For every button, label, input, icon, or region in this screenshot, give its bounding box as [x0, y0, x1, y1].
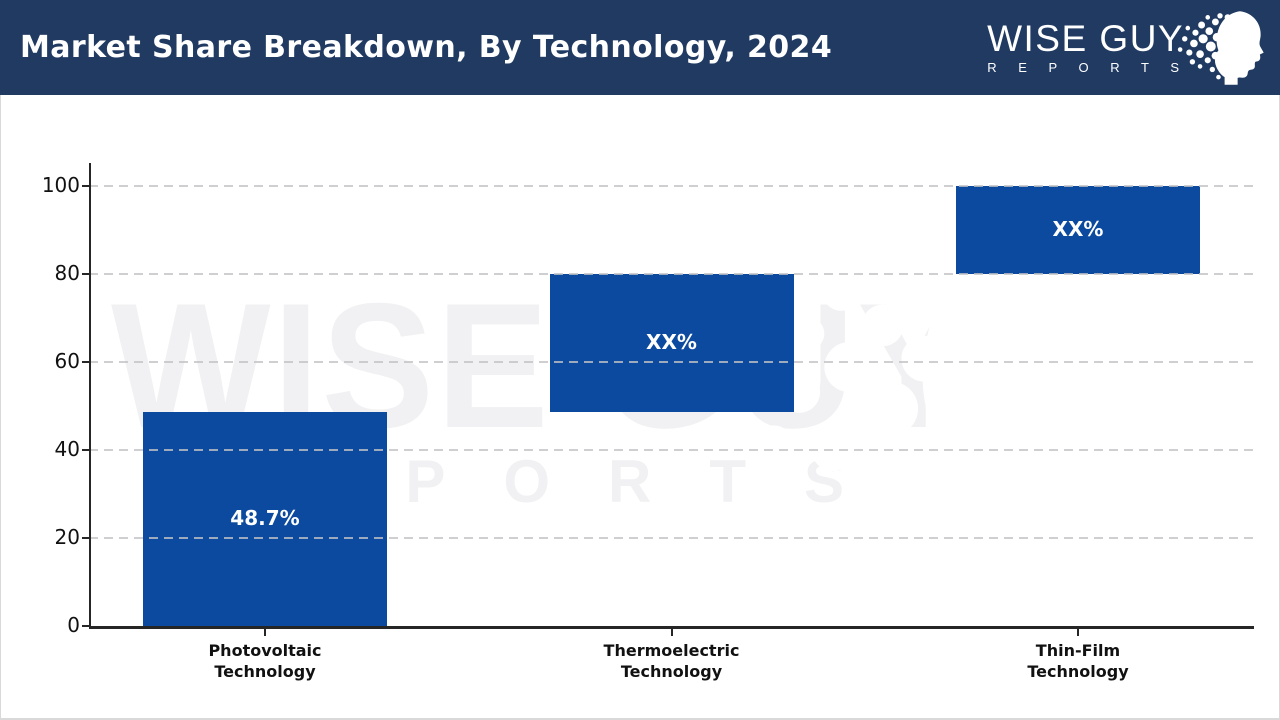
dotted-head-icon [1177, 10, 1264, 85]
bar [956, 185, 1200, 274]
x-tick [1077, 629, 1079, 636]
y-tick [82, 360, 89, 363]
gridline [89, 360, 1258, 363]
header-bar: Market Share Breakdown, By Technology, 2… [0, 0, 1280, 95]
y-tick [82, 536, 89, 539]
x-category-label-line: Thin-Film [1035, 641, 1121, 660]
x-category-label-line: Technology [620, 662, 723, 681]
page-title: Market Share Breakdown, By Technology, 2… [20, 30, 833, 65]
chart-card: WISE GUY REPORTS 48.7% XX% XX% 0 20 40 60 80 100… [0, 95, 1280, 720]
x-category-label: Thin-Film Technology [948, 640, 1208, 682]
gridline [89, 184, 1258, 187]
x-category-label-line: Photovoltaic [208, 641, 322, 660]
bar-value-label: 48.7% [230, 505, 300, 530]
x-category-label-line: Thermoelectric [603, 641, 740, 660]
gridline [89, 536, 1258, 539]
bar-value-label: XX% [646, 329, 697, 354]
y-tick-label: 100 [41, 172, 80, 197]
gridline [89, 272, 1258, 275]
x-axis-line [89, 626, 1254, 629]
logo-subtitle: R E P O R T S [987, 60, 1188, 75]
logo-text: WISE GUY R E P O R T S [983, 20, 1188, 75]
bar [143, 411, 387, 626]
gridline [89, 448, 1258, 451]
wise-guy-reports-logo: WISE GUY R E P O R T S [983, 6, 1266, 90]
x-tick [670, 629, 673, 636]
y-tick-label: 40 [54, 436, 80, 461]
y-tick-label: 20 [54, 524, 80, 549]
y-tick-label: 0 [67, 613, 80, 637]
x-category-label: Photovoltaic Technology [135, 640, 395, 682]
bar [549, 273, 794, 412]
y-tick-label: 80 [54, 260, 80, 285]
x-category-label-line: Technology [214, 662, 316, 681]
y-tick [82, 448, 89, 451]
plot-area: 48.7% XX% XX% 0 20 40 60 80 100 Photovoltaic Techn… [1, 95, 1279, 718]
x-category-label: Thermoelectric Technology [542, 640, 802, 682]
y-axis-line [89, 163, 91, 629]
y-tick [82, 272, 89, 275]
y-tick [82, 184, 89, 187]
y-tick [82, 625, 89, 627]
y-tick-label: 60 [54, 348, 80, 373]
x-tick [264, 629, 266, 636]
x-category-label-line: Technology [1027, 662, 1129, 681]
bar-value-label: XX% [1052, 216, 1104, 241]
logo-wordmark: WISE GUY [987, 18, 1185, 59]
